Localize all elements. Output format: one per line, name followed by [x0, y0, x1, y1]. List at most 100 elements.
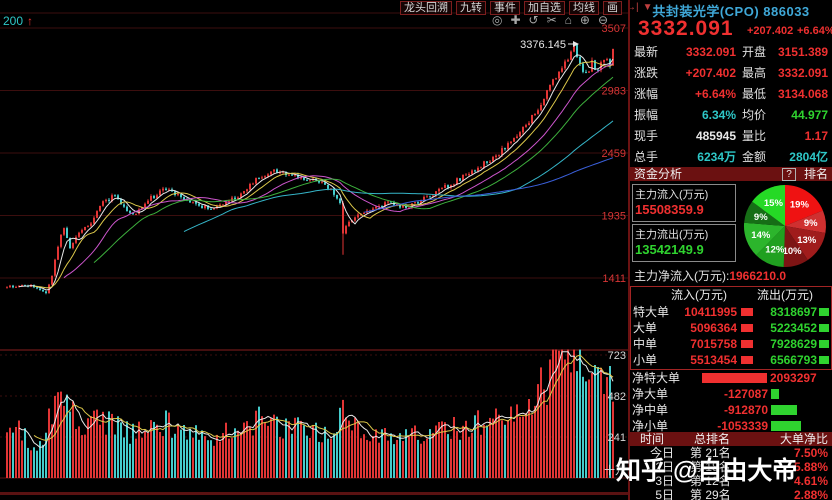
main-outflow-box: 主力流出(万元) 13542149.9 — [632, 224, 736, 262]
zoom-in-icon[interactable]: ⊕ — [579, 13, 590, 27]
pie-slice — [783, 226, 808, 268]
volume-ma-line — [33, 354, 614, 441]
menu-button-4[interactable]: 加自选 — [524, 1, 565, 15]
kline-chart[interactable]: 3507 2983 2459 1935 1411 723 482 241 十万 200 ↑ 3376.… — [0, 0, 630, 500]
rank-pct: 7.50% — [793, 446, 828, 460]
stock-title: 共封装光学(CPO) 886033 — [652, 4, 810, 19]
rank-position: 第 12名 — [690, 474, 731, 488]
net-value: 2093297 — [770, 371, 817, 385]
undo-icon[interactable]: ↺ — [528, 13, 539, 27]
flow-in-bar — [741, 324, 753, 332]
rank-col-time: 时间 — [640, 432, 665, 446]
pie-slice — [756, 226, 785, 267]
quote-value: 1.17 — [804, 129, 828, 143]
flow-out-bar — [819, 308, 829, 316]
quote-value: 485945 — [695, 129, 736, 143]
flow-in-value: 10411995 — [684, 305, 737, 319]
flow-in-bar — [741, 340, 753, 348]
menu-button-6[interactable]: 画 — [603, 1, 622, 15]
menu-button-2[interactable]: 九转 — [456, 1, 486, 15]
quote-label: 涨幅 — [634, 87, 659, 101]
flow-in-value: 5513454 — [690, 353, 737, 367]
flow-row-label: 小单 — [633, 353, 658, 367]
main-inflow-value: 15508359.9 — [635, 202, 704, 217]
quote-value: 6234万 — [697, 150, 736, 164]
quote-label: 金额 — [742, 150, 767, 164]
quote-row: 现手 485945 量比 1.17 — [630, 126, 832, 146]
flow-out-value: 5223452 — [770, 321, 817, 335]
main-outflow-value: 13542149.9 — [635, 242, 704, 257]
net-bar — [702, 373, 767, 383]
quote-label: 最高 — [742, 66, 767, 80]
rank-position: 第 29名 — [690, 488, 731, 500]
scissors-icon[interactable]: ✂ — [546, 13, 557, 27]
quote-value: 3332.091 — [777, 66, 828, 80]
pie-slice-label: 14% — [751, 230, 771, 241]
chart-toolbar: 龙头回溯 九转 事件 加自选 均线画 →| ▼ — [400, 1, 653, 15]
net-row: 净大单 -127087 — [630, 386, 830, 402]
quote-row: 涨幅 +6.64% 最低 3134.068 — [630, 84, 832, 104]
eye-icon[interactable]: ◎ — [492, 13, 503, 27]
net-bar — [771, 389, 779, 399]
hand-icon[interactable]: ✚ — [510, 13, 521, 27]
pie-slice-label: 9% — [754, 212, 768, 223]
flow-out-bar — [819, 356, 829, 364]
help-button[interactable]: ? — [782, 168, 796, 181]
menu-button-5[interactable]: 均线 — [569, 1, 599, 15]
price-ma-line — [63, 62, 614, 279]
quote-value: 2804亿 — [789, 150, 828, 164]
quote-label: 量比 — [742, 129, 767, 143]
net-row-label: 净特大单 — [632, 371, 681, 385]
quote-label: 均价 — [742, 108, 767, 122]
flow-in-bar — [741, 356, 753, 364]
net-inflow-value: 1966210.0 — [729, 269, 787, 283]
flow-header-in: 流入(万元) — [671, 288, 727, 302]
price-ma-line — [363, 157, 614, 213]
fund-analysis-title: 资金分析 — [634, 167, 683, 181]
dropdown-icon[interactable]: ▼ — [642, 2, 653, 13]
price-change-pct: +6.64% — [797, 25, 832, 37]
rank-time: 5日 — [655, 488, 674, 500]
rank-time: 今日 — [649, 446, 674, 460]
rank-row: 今日 第 21名 7.50% — [630, 447, 830, 460]
rank-table-header: 时间 总排名 大单净比 — [630, 432, 832, 446]
quote-row: 涨跌 +207.402 最高 3332.091 — [630, 63, 832, 83]
main-inflow-label: 主力流入(万元) — [635, 189, 709, 201]
net-row: 净特大单 2093297 — [630, 370, 830, 386]
quote-panel: 共封装光学(CPO) 886033 3332.091 +207.402 +6.6… — [630, 0, 832, 500]
peak-arrow-icon — [573, 41, 579, 47]
flow-out-bar — [819, 340, 829, 348]
net-bar — [771, 421, 801, 431]
collapse-icon[interactable]: →| — [626, 2, 639, 13]
pie-slice-label: 10% — [783, 246, 803, 257]
menu-button-1[interactable]: 龙头回溯 — [400, 1, 452, 15]
quote-value: 3134.068 — [777, 87, 828, 101]
quote-label: 涨跌 — [634, 66, 659, 80]
flow-out-value: 7928629 — [770, 337, 817, 351]
pie-slice — [785, 185, 823, 226]
menu-button-3[interactable]: 事件 — [490, 1, 520, 15]
flow-header-out: 流出(万元) — [757, 288, 813, 302]
rank-row: 2日 第 18名 5.88% — [630, 461, 830, 474]
net-row: 净中单 -912870 — [630, 402, 830, 418]
quote-value: 6.34% — [701, 108, 736, 122]
main-inflow-box: 主力流入(万元) 15508359.9 — [632, 184, 736, 222]
flow-row: 特大单 10411995 8318697 — [631, 304, 831, 320]
flow-out-value: 8318697 — [770, 305, 817, 319]
pie-slice-label: 9% — [804, 218, 818, 229]
price-axis-label: 2983 — [602, 86, 626, 98]
volume-unit-label: 十万 — [604, 463, 626, 477]
rank-button[interactable]: 排名 — [803, 167, 828, 181]
price-axis-label: 3507 — [602, 23, 626, 35]
pie-slice — [744, 201, 785, 226]
flow-in-value: 5096364 — [690, 321, 737, 335]
quote-row: 总手 6234万 金额 2804亿 — [630, 147, 832, 167]
home-icon[interactable]: ⌂ — [564, 13, 572, 27]
quote-label: 开盘 — [742, 45, 767, 59]
flow-row: 大单 5096364 5223452 — [631, 320, 831, 336]
net-row-label: 净中单 — [632, 403, 669, 417]
zoom-out-icon[interactable]: ⊖ — [597, 13, 609, 27]
net-value: -127087 — [723, 387, 768, 401]
quote-value: +6.64% — [694, 87, 736, 101]
net-row-label: 净小单 — [632, 419, 669, 433]
